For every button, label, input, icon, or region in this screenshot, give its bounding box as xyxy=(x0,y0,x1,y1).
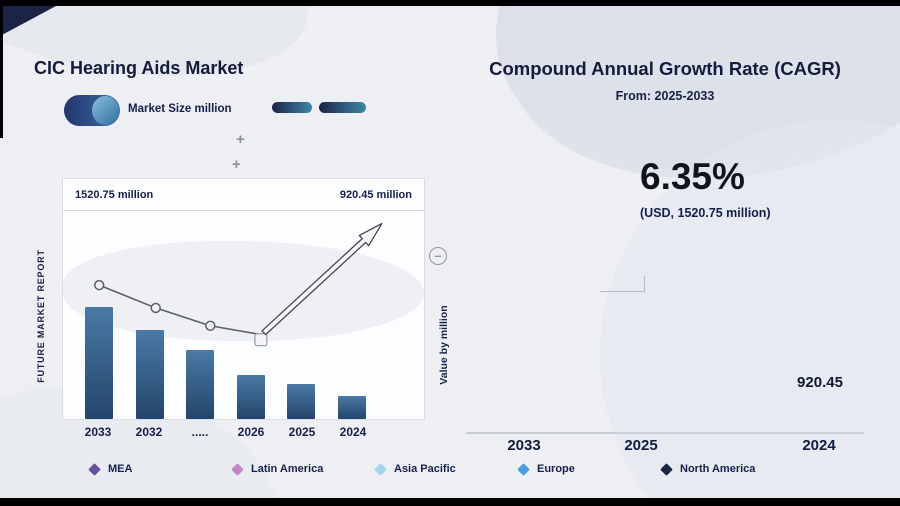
value-2024-label: 920.45 xyxy=(797,374,843,391)
market-size-legend-label: Market Size million xyxy=(128,103,232,115)
legend-item: MEA xyxy=(88,462,233,476)
region-legend: MEA Latin America Asia Pacific Europe North … xyxy=(88,462,805,476)
right-chart-subtitle: From: 2025-2033 xyxy=(615,89,715,103)
x-axis-label: 2032 xyxy=(135,425,163,439)
market-size-bar xyxy=(236,375,265,419)
plus-icon: + xyxy=(232,156,241,173)
diamond-icon xyxy=(660,462,673,476)
diamond-icon xyxy=(517,462,530,476)
right-axis-baseline xyxy=(466,432,864,434)
x-axis-label: 2025 xyxy=(624,437,658,454)
annotation-2033-value: 1520.75 million xyxy=(75,188,154,201)
decorative-pill xyxy=(319,102,366,113)
legend-label: Asia Pacific xyxy=(394,463,456,475)
top-frame-bar xyxy=(0,0,900,6)
decorative-bracket xyxy=(600,276,645,292)
cagr-block: 6.35% (USD, 1520.75 million) xyxy=(640,156,771,220)
market-size-cylinder-icon xyxy=(64,95,120,126)
decorative-wave xyxy=(63,241,424,341)
right-x-axis: 2033 2025 2024 xyxy=(470,437,862,457)
future-market-report-label: FUTURE MARKET REPORT xyxy=(36,249,46,383)
legend-label: Europe xyxy=(537,463,575,475)
diamond-icon xyxy=(231,462,244,476)
value-by-million-label: Value by million xyxy=(438,305,450,385)
diamond-icon xyxy=(88,462,101,476)
legend-item: Europe xyxy=(517,462,662,476)
minus-circle-icon: – xyxy=(429,247,447,265)
x-axis-label: 2024 xyxy=(339,425,367,439)
cagr-value: 6.35% xyxy=(640,156,745,197)
cagr-note: (USD, 1520.75 million) xyxy=(640,206,771,220)
x-axis-label: ..... xyxy=(191,425,209,439)
left-x-axis: 2033 2032..... 2026 2025 2024 xyxy=(62,425,425,439)
left-frame-edge xyxy=(0,0,3,138)
legend-label: North America xyxy=(680,463,756,475)
annotation-2024-value: 920.45 million xyxy=(339,188,412,201)
corner-triangle-decoration xyxy=(0,6,56,36)
cylinder-cap xyxy=(92,96,119,125)
x-axis-label: 2026 xyxy=(237,425,265,439)
legend-label: Latin America xyxy=(251,463,324,475)
legend-item: North America xyxy=(660,462,805,476)
market-size-bar xyxy=(287,383,316,419)
x-axis-label: 2025 xyxy=(288,425,316,439)
market-size-bar xyxy=(337,396,366,419)
right-chart-title: Compound Annual Growth Rate (CAGR) xyxy=(489,58,841,79)
market-size-bars xyxy=(63,211,424,419)
legend-item: Asia Pacific xyxy=(374,462,519,476)
left-chart-title: CIC Hearing Aids Market xyxy=(34,58,244,78)
decorative-pill xyxy=(272,102,312,113)
x-axis-label: 2024 xyxy=(802,437,836,454)
market-size-bar xyxy=(135,329,164,419)
market-size-bar xyxy=(186,350,215,419)
x-axis-label: 2033 xyxy=(507,437,541,454)
trend-line-arrow xyxy=(93,222,383,347)
x-axis-label: 2033 xyxy=(84,425,112,439)
plus-icon: + xyxy=(236,131,245,148)
market-size-chart: 1520.75 million 920.45 million xyxy=(62,178,425,420)
bottom-frame-bar xyxy=(0,498,900,506)
legend-item: Latin America xyxy=(231,462,376,476)
chart-annotation-row: 1520.75 million 920.45 million xyxy=(63,179,424,211)
legend-label: MEA xyxy=(108,463,133,475)
diamond-icon xyxy=(374,462,387,476)
market-size-bar xyxy=(85,306,113,419)
